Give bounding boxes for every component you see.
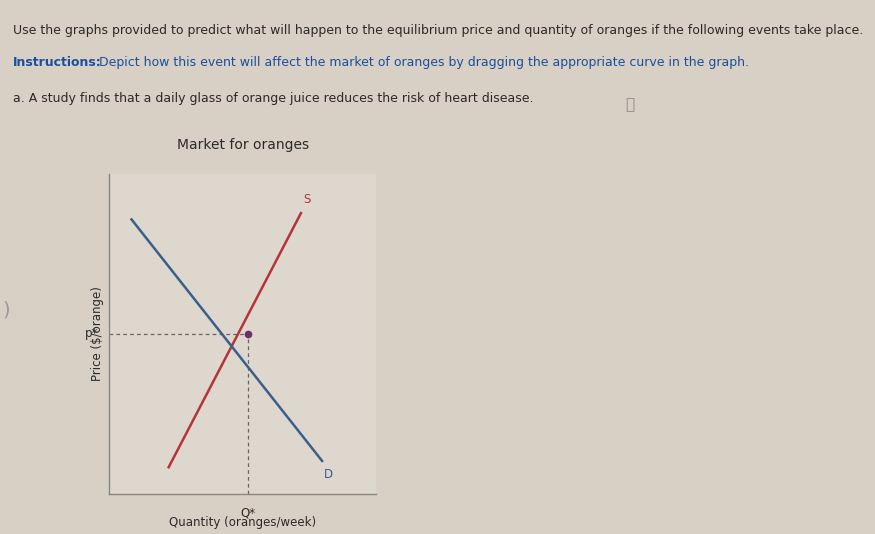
Text: a. A study finds that a daily glass of orange juice reduces the risk of heart di: a. A study finds that a daily glass of o… — [13, 92, 534, 105]
Text: Instructions:: Instructions: — [13, 56, 102, 69]
Text: Q*: Q* — [241, 507, 256, 520]
Text: ⓘ: ⓘ — [626, 97, 634, 112]
Text: D: D — [325, 468, 333, 481]
Text: Use the graphs provided to predict what will happen to the equilibrium price and: Use the graphs provided to predict what … — [13, 24, 864, 37]
Title: Market for oranges: Market for oranges — [177, 138, 309, 152]
Y-axis label: Price ($/orange): Price ($/orange) — [91, 286, 104, 381]
Text: ): ) — [3, 300, 10, 319]
Text: p*: p* — [86, 327, 99, 340]
X-axis label: Quantity (oranges/week): Quantity (oranges/week) — [169, 516, 317, 529]
Text: S: S — [303, 193, 311, 206]
Text: Depict how this event will affect the market of oranges by dragging the appropri: Depict how this event will affect the ma… — [95, 56, 749, 69]
